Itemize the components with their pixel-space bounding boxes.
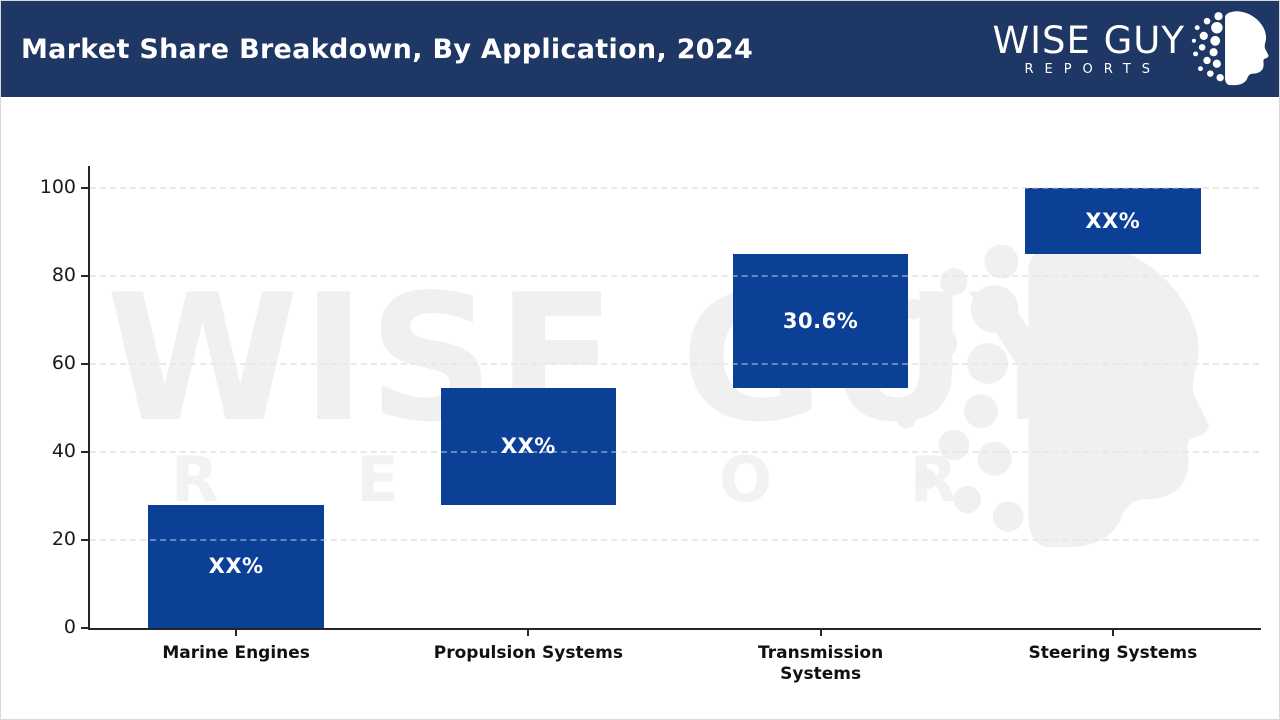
x-axis-tick	[527, 628, 530, 636]
page-title: Market Share Breakdown, By Application, …	[21, 33, 754, 65]
bar-steering-systems: XX%	[1025, 188, 1201, 254]
y-tick-label: 100	[39, 176, 76, 198]
gridline	[90, 363, 1259, 365]
y-axis-line	[88, 166, 90, 630]
x-axis-label: Marine Engines	[162, 643, 310, 663]
y-axis-tick	[81, 451, 90, 453]
y-axis-tick	[81, 363, 90, 365]
y-axis-tick	[81, 187, 90, 189]
bar-value-label: XX%	[208, 554, 264, 579]
gridline-overlay	[90, 539, 1259, 541]
y-axis-tick	[81, 275, 90, 277]
x-axis-label: Transmission Systems	[758, 643, 884, 685]
gridline	[90, 539, 1259, 541]
x-axis-label: Steering Systems	[1028, 643, 1198, 663]
gridline-overlay	[90, 363, 1259, 365]
x-axis-label: Propulsion Systems	[433, 643, 623, 663]
bar-value-label: XX%	[500, 434, 556, 459]
x-axis-line	[88, 628, 1261, 630]
x-axis-tick	[235, 628, 238, 636]
bar-propulsion-systems: XX%	[440, 388, 617, 505]
gridline	[90, 275, 1259, 277]
y-axis-tick	[81, 627, 90, 629]
gridline-overlay	[90, 451, 1259, 453]
gridline	[90, 451, 1259, 453]
bar-transmission-systems: 30.6%	[732, 253, 909, 389]
logo-wordmark: WISE GUY	[992, 19, 1185, 62]
x-axis-tick	[819, 628, 822, 636]
bar-value-label: 30.6%	[782, 308, 859, 333]
logo-subtext: REPORTS	[1024, 62, 1162, 77]
watermark-subtext: R E P O R T S	[171, 443, 1280, 516]
y-tick-label: 80	[51, 264, 76, 286]
x-axis-tick	[1111, 628, 1114, 636]
bar-value-label: XX%	[1085, 208, 1141, 233]
y-tick-label: 40	[51, 440, 76, 462]
gridline-overlay	[90, 275, 1259, 277]
gridline-overlay	[90, 187, 1259, 189]
logo-text: WISE GUY REPORTS	[993, 22, 1185, 76]
y-tick-label: 60	[51, 352, 76, 374]
header-bar: Market Share Breakdown, By Application, …	[1, 1, 1279, 97]
logo-face-icon	[1191, 11, 1269, 86]
y-tick-label: 0	[63, 616, 76, 638]
y-tick-label: 20	[51, 528, 76, 550]
bar-marine-engines: XX%	[148, 504, 324, 628]
gridline	[90, 187, 1259, 189]
logo: WISE GUY REPORTS	[993, 7, 1271, 91]
y-axis-tick	[81, 539, 90, 541]
